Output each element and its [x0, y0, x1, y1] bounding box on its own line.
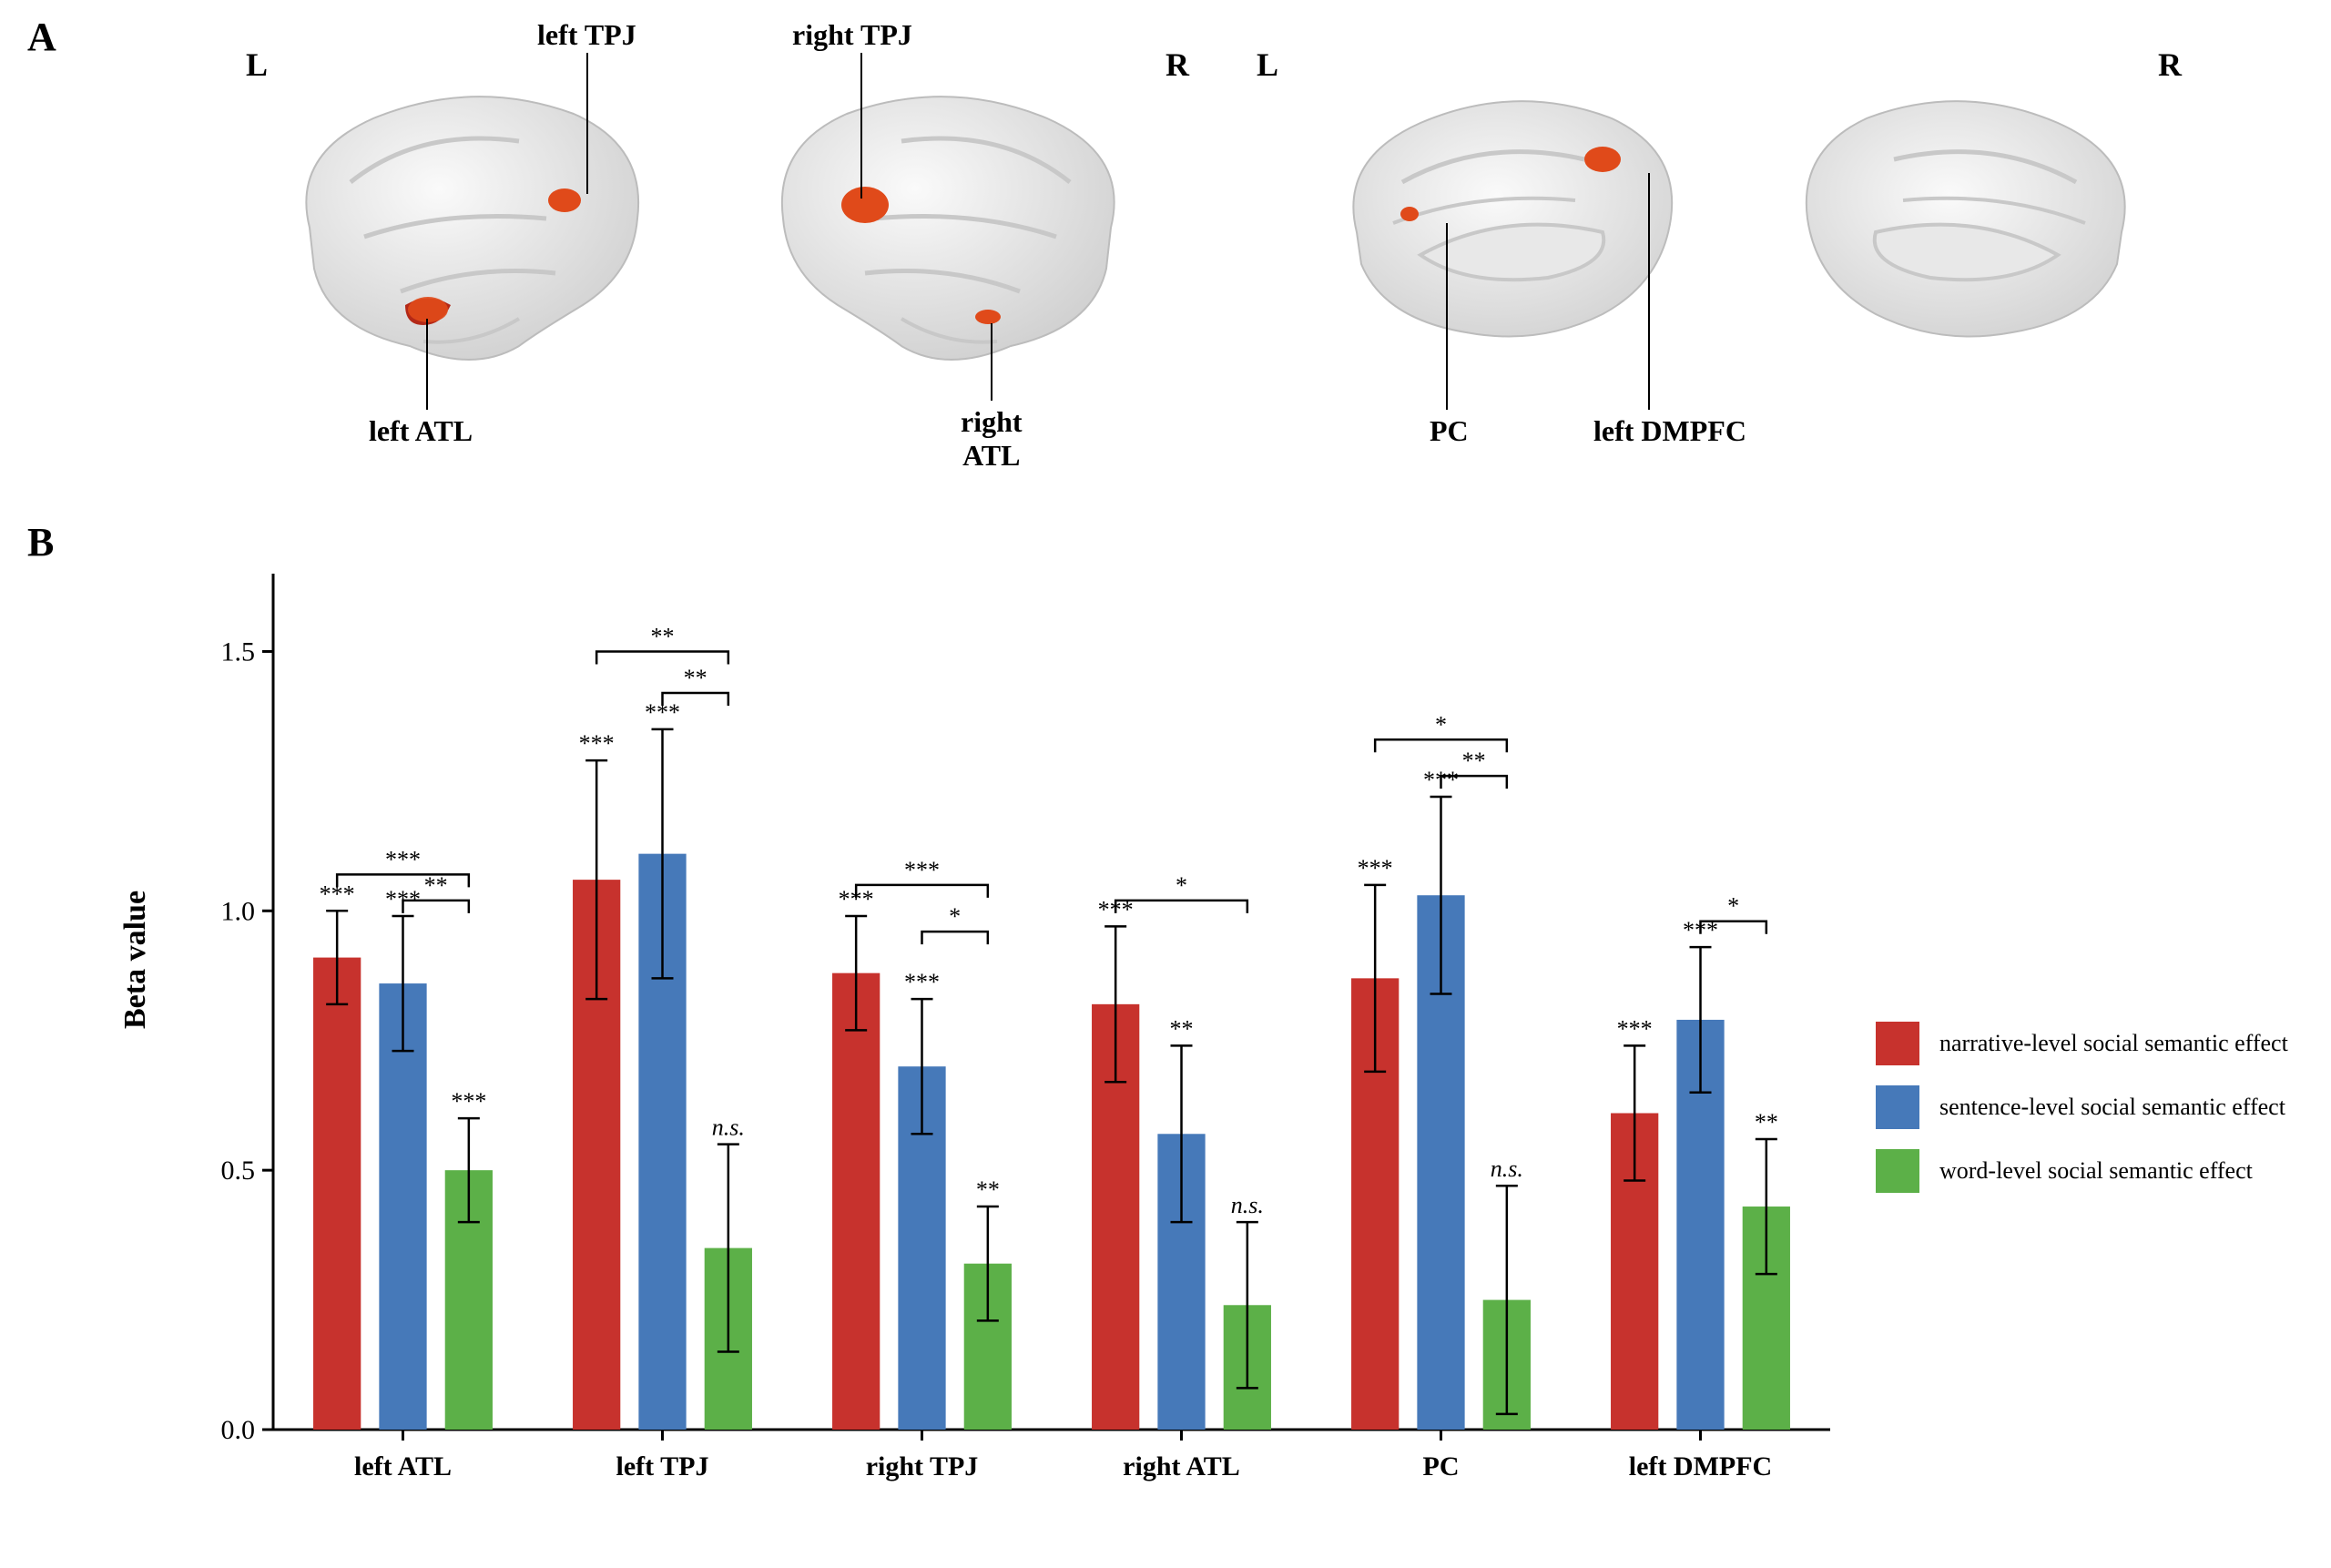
- label-left-atl: left ATL: [369, 414, 473, 448]
- svg-text:***: ***: [1358, 855, 1393, 881]
- label-left-tpj: left TPJ: [537, 18, 636, 52]
- svg-text:left TPJ: left TPJ: [616, 1451, 709, 1481]
- label-pc: PC: [1430, 414, 1469, 448]
- svg-text:0.0: 0.0: [221, 1415, 256, 1445]
- svg-text:1.5: 1.5: [221, 636, 256, 667]
- svg-text:**: **: [1462, 748, 1486, 774]
- y-axis-title: Beta value: [118, 891, 153, 1029]
- svg-text:**: **: [976, 1176, 1000, 1203]
- svg-text:**: **: [1755, 1109, 1778, 1135]
- callout-pc: [1446, 223, 1448, 410]
- label-right-atl: right ATL: [961, 405, 1023, 473]
- callout-dmpfc: [1648, 173, 1650, 410]
- svg-text:*: *: [1435, 711, 1447, 738]
- svg-text:n.s.: n.s.: [1491, 1156, 1523, 1182]
- svg-text:right TPJ: right TPJ: [866, 1451, 979, 1481]
- callout-right-tpj: [860, 53, 862, 199]
- label-right-tpj: right TPJ: [792, 18, 912, 52]
- panel-letter-b: B: [27, 519, 54, 565]
- brain-left-lateral: [264, 73, 665, 373]
- svg-text:left ATL: left ATL: [354, 1451, 452, 1481]
- svg-text:**: **: [684, 665, 707, 691]
- legend-swatch: [1876, 1022, 1919, 1065]
- legend-label: narrative-level social semantic effect: [1939, 1030, 2288, 1057]
- panel-a-brains: L R L R: [137, 18, 2194, 473]
- legend-swatch: [1876, 1085, 1919, 1129]
- svg-text:***: ***: [385, 846, 421, 872]
- svg-text:***: ***: [1617, 1015, 1653, 1042]
- svg-text:**: **: [424, 872, 448, 899]
- brain-left-medial: [1302, 73, 1703, 373]
- svg-text:left DMPFC: left DMPFC: [1629, 1451, 1772, 1481]
- svg-text:***: ***: [904, 969, 940, 995]
- svg-text:0.5: 0.5: [221, 1156, 256, 1186]
- svg-text:***: ***: [451, 1088, 486, 1115]
- label-left-dmpfc: left DMPFC: [1593, 414, 1746, 448]
- callout-left-atl: [426, 319, 428, 410]
- svg-text:***: ***: [904, 857, 940, 883]
- legend-item-narrative: narrative-level social semantic effect: [1876, 1022, 2304, 1065]
- svg-text:**: **: [651, 623, 675, 649]
- callout-right-atl: [991, 323, 992, 401]
- legend: narrative-level social semantic effect s…: [1876, 1002, 2304, 1213]
- lr-left-2: L: [1257, 46, 1278, 84]
- svg-text:1.0: 1.0: [221, 896, 256, 926]
- svg-text:*: *: [1727, 893, 1739, 920]
- brain-right-medial: [1776, 73, 2176, 373]
- legend-item-sentence: sentence-level social semantic effect: [1876, 1085, 2304, 1129]
- legend-label: sentence-level social semantic effect: [1939, 1094, 2285, 1121]
- svg-text:right ATL: right ATL: [1123, 1451, 1240, 1481]
- svg-text:n.s.: n.s.: [712, 1115, 745, 1141]
- legend-label: word-level social semantic effect: [1939, 1157, 2253, 1185]
- legend-item-word: word-level social semantic effect: [1876, 1149, 2304, 1193]
- brain-right-lateral: [756, 73, 1156, 373]
- svg-text:***: ***: [579, 730, 615, 757]
- panel-letter-a: A: [27, 14, 56, 60]
- legend-swatch: [1876, 1149, 1919, 1193]
- callout-left-tpj: [586, 53, 588, 194]
- svg-text:**: **: [1170, 1015, 1194, 1042]
- svg-text:*: *: [949, 903, 961, 930]
- lr-right-1: R: [1166, 46, 1189, 84]
- svg-text:*: *: [1176, 872, 1187, 899]
- svg-text:n.s.: n.s.: [1231, 1192, 1264, 1218]
- beta-bar-chart: 0.00.51.01.5left ATL**************left T…: [191, 565, 1848, 1512]
- svg-text:PC: PC: [1423, 1451, 1460, 1481]
